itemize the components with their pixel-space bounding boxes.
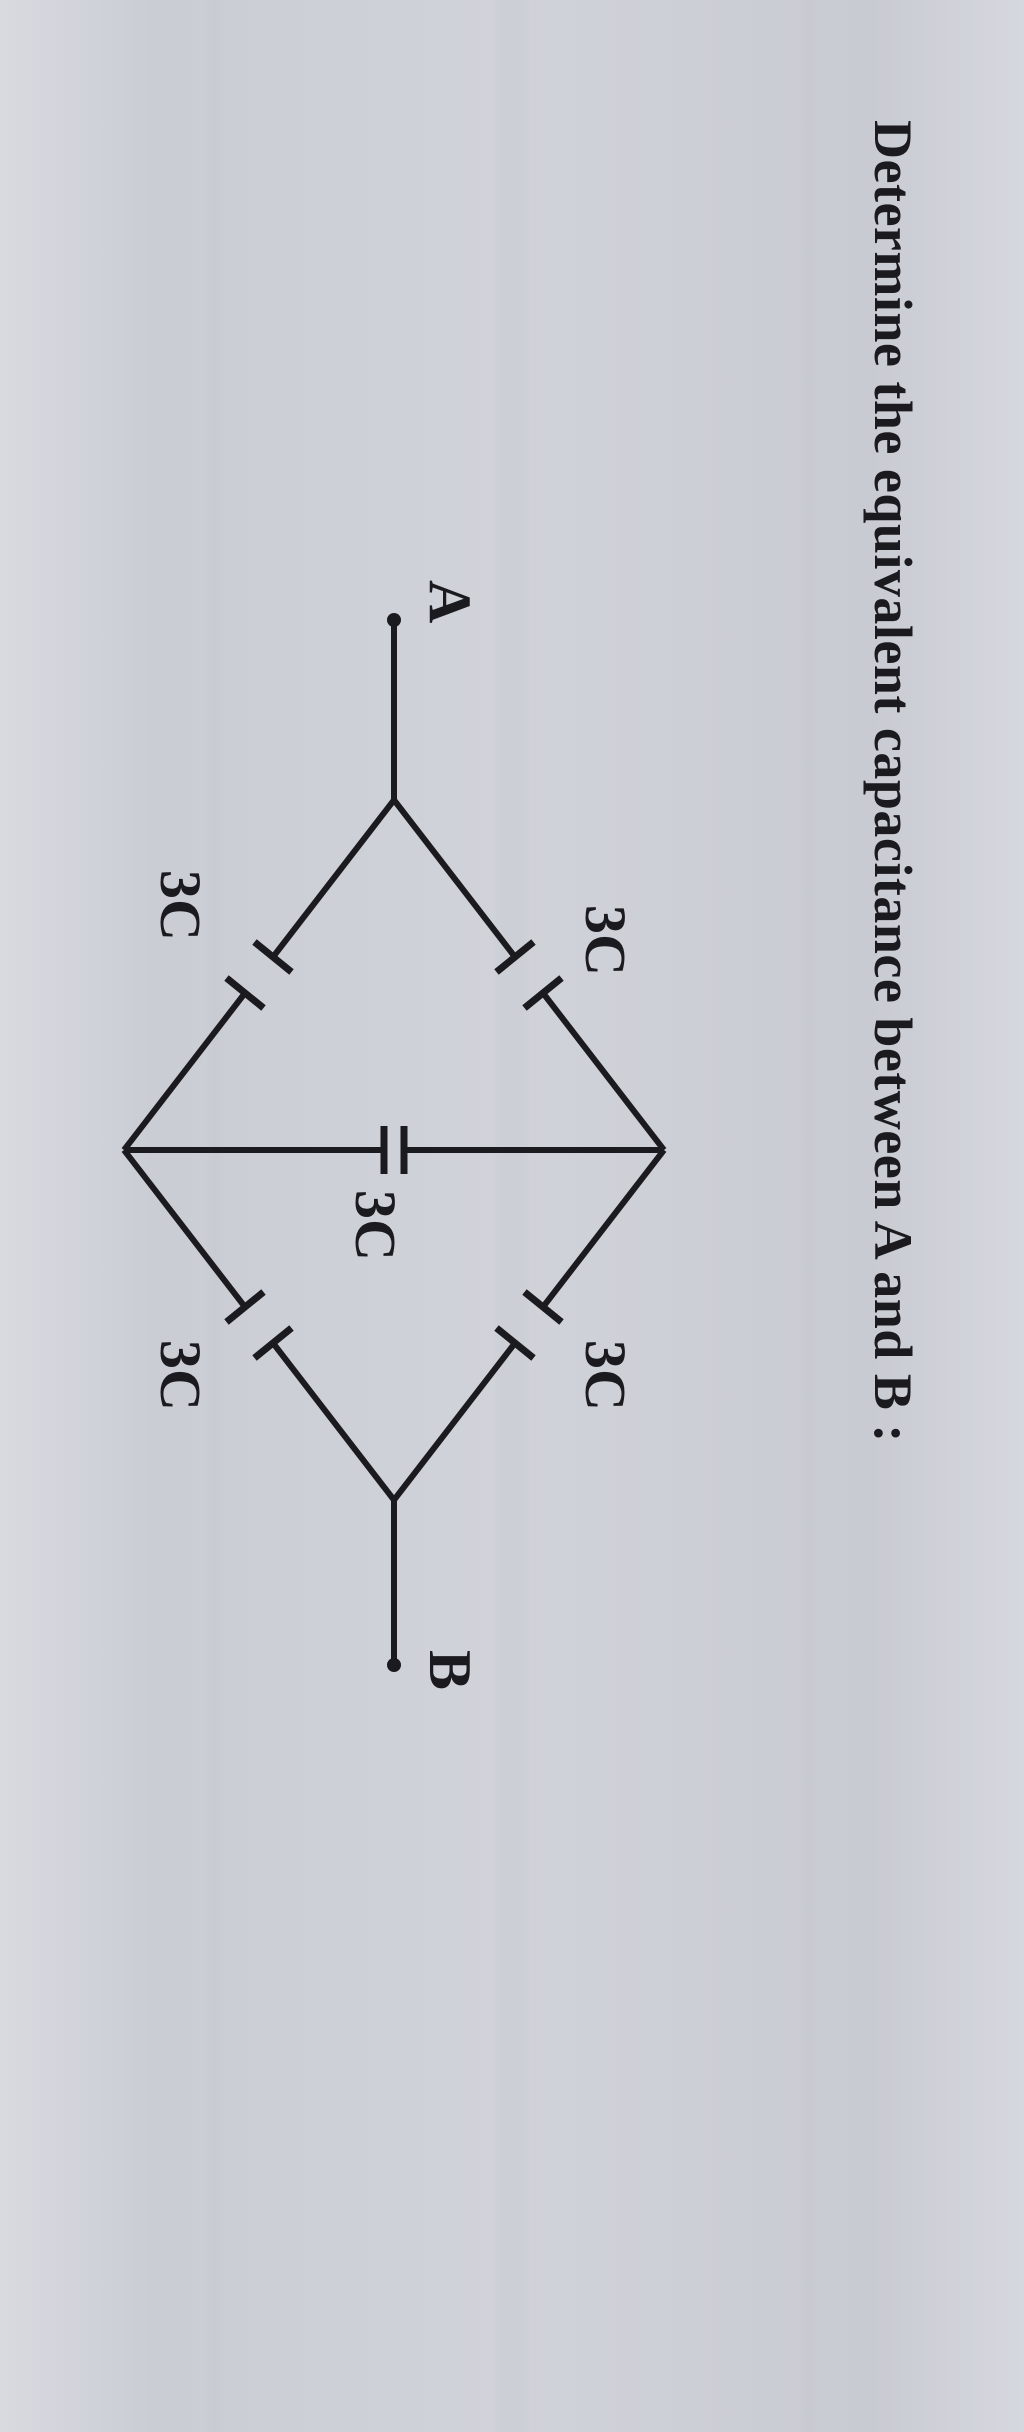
cap-bl-plate1: [255, 942, 292, 972]
cap-label-top-right: 3C: [572, 1340, 639, 1411]
cap-br-plate1: [227, 1292, 264, 1322]
wire-bl-2: [124, 993, 245, 1150]
wire-tl-2: [543, 993, 664, 1150]
cap-label-middle: 3C: [342, 1190, 409, 1261]
cap-label-top-left: 3C: [572, 905, 639, 976]
circuit-diagram: A B 3C 3C 3C 3C 3C: [44, 550, 744, 1750]
terminal-b-dot: [387, 1658, 401, 1672]
wire-tr-1: [543, 1150, 664, 1307]
cap-label-bottom-right: 3C: [147, 1340, 214, 1411]
cap-tr-plate2: [497, 1328, 534, 1358]
terminal-b-label: B: [415, 1650, 484, 1690]
wire-tr-2: [394, 1343, 515, 1500]
question-text: Determine the equivalent capacitance bet…: [862, 120, 924, 1443]
cap-bl-plate2: [227, 978, 264, 1008]
terminal-a-label: A: [415, 580, 484, 623]
page-content: Determine the equivalent capacitance bet…: [0, 0, 1024, 2432]
circuit-svg: [44, 550, 744, 1750]
wire-br-1: [124, 1150, 245, 1307]
wire-bl-1: [273, 800, 394, 957]
cap-tl-plate1: [497, 942, 534, 972]
wire-tl-1: [394, 800, 515, 957]
cap-label-bottom-left: 3C: [147, 870, 214, 941]
wire-br-2: [273, 1343, 394, 1500]
terminal-a-dot: [387, 613, 401, 627]
cap-tr-plate1: [525, 1292, 562, 1322]
rotated-container: Determine the equivalent capacitance bet…: [0, 0, 1024, 1024]
cap-tl-plate2: [525, 978, 562, 1008]
cap-br-plate2: [255, 1328, 292, 1358]
